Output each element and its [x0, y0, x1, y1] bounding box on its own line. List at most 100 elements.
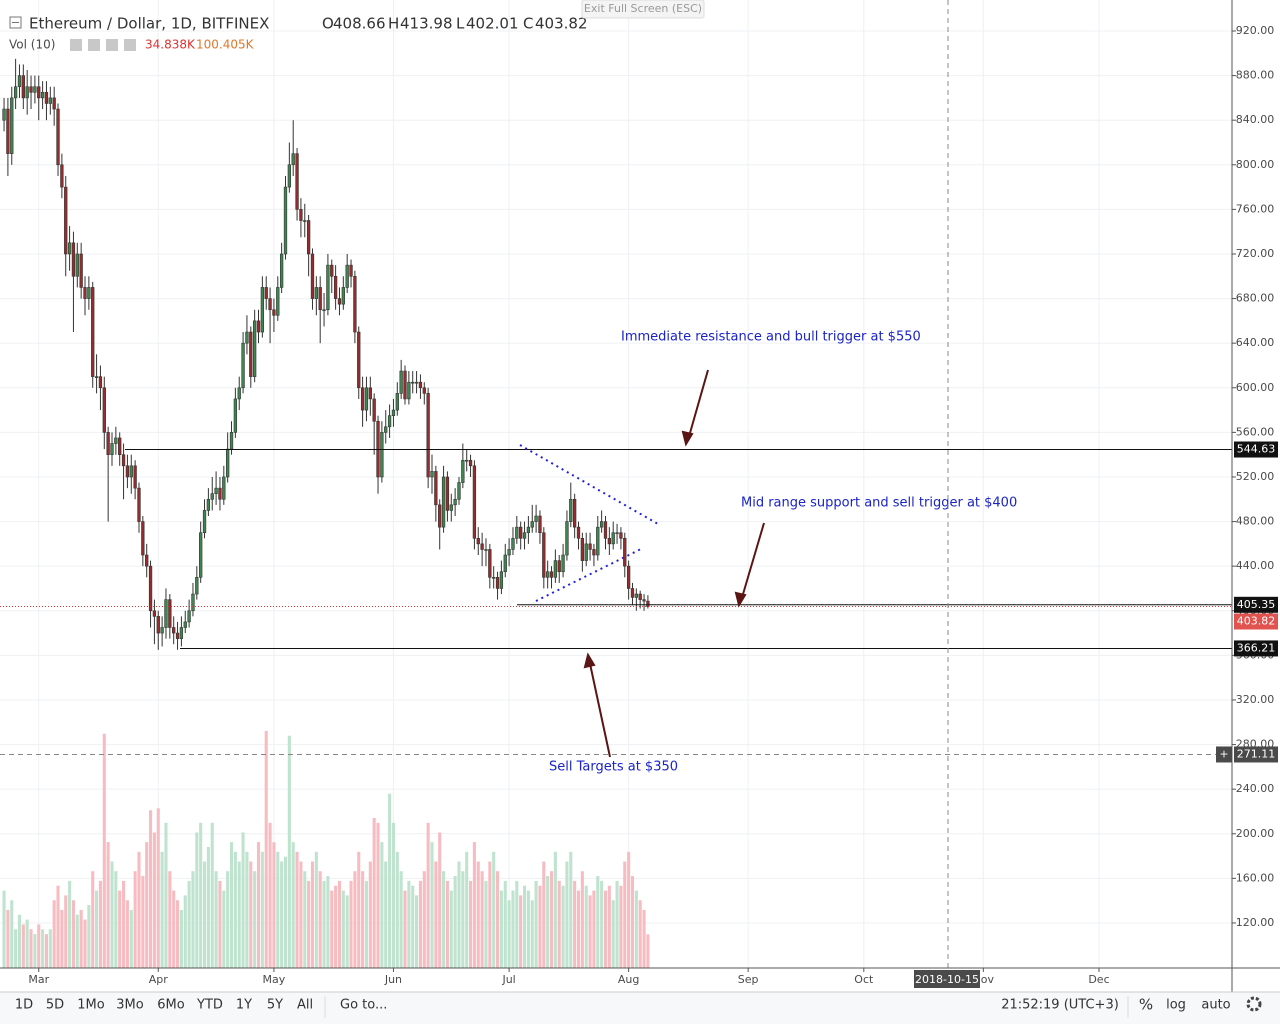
candle-body: [646, 600, 650, 607]
candle-body: [110, 443, 114, 455]
x-tick-label: Jul: [501, 973, 515, 986]
volume-bar: [264, 730, 268, 968]
indicator-icons[interactable]: [70, 39, 136, 51]
volume-bar: [646, 934, 650, 968]
volume-bar: [546, 876, 550, 968]
volume-bar: [434, 861, 438, 968]
candle-body: [326, 264, 330, 311]
icon[interactable]: [70, 39, 82, 51]
candle-body: [121, 454, 126, 467]
settings-icon[interactable]: [1246, 996, 1262, 1012]
x-tick-label: Jun: [384, 973, 402, 986]
candle-body: [476, 537, 480, 545]
candle-body: [364, 387, 369, 411]
symbol-title: Ethereum / Dollar, 1D, BITFINEX: [29, 15, 269, 33]
icon[interactable]: [88, 39, 100, 51]
ohlc-label: C: [523, 15, 533, 33]
volume-bar: [584, 885, 588, 968]
candle-body: [283, 186, 288, 255]
range-button[interactable]: 1Y: [236, 998, 252, 1013]
candle-body: [588, 543, 592, 550]
range-button[interactable]: 1D: [15, 998, 33, 1013]
candle-body: [10, 97, 14, 154]
candle-body: [214, 487, 218, 495]
range-button[interactable]: All: [297, 998, 313, 1013]
volume-bar: [496, 871, 500, 968]
candle-body: [256, 320, 261, 333]
candle-body: [125, 465, 130, 478]
candle-body: [21, 75, 25, 99]
price-line-label: 544.63: [1237, 443, 1276, 456]
candle-body: [615, 532, 619, 535]
candle-body: [114, 437, 118, 444]
auto-button[interactable]: auto: [1201, 998, 1230, 1013]
candle-body: [75, 253, 79, 277]
candle-body: [607, 537, 611, 545]
volume-bar: [592, 890, 596, 968]
volume-ma-value: 100.405K: [196, 38, 255, 52]
log-button[interactable]: log: [1166, 998, 1186, 1013]
icon[interactable]: [106, 39, 118, 51]
candle-body: [522, 532, 527, 539]
volume-bar: [418, 880, 422, 968]
candle-body: [206, 498, 211, 511]
exit-fullscreen-button[interactable]: [581, 0, 705, 19]
candle-body: [264, 287, 268, 299]
candle-body: [449, 504, 453, 511]
volume-bar: [68, 880, 72, 968]
candle-body: [565, 521, 569, 556]
volume-bar: [399, 871, 403, 968]
goto-button[interactable]: Go to...: [340, 998, 387, 1013]
candle-body: [17, 75, 22, 88]
volume-bar: [627, 851, 631, 968]
y-tick-label: 600.00: [1236, 381, 1275, 394]
volume-bar: [268, 822, 272, 968]
volume-bar: [507, 900, 511, 968]
candle-body: [638, 593, 642, 600]
crosshair-date-bg: [914, 970, 980, 988]
volume-bar: [141, 876, 145, 968]
volume-bar: [534, 880, 538, 968]
candle-body: [530, 521, 534, 528]
range-button[interactable]: 3Mo: [116, 998, 143, 1013]
volume-bar: [337, 880, 342, 968]
y-tick-label: 120.00: [1236, 916, 1275, 929]
range-button[interactable]: 1Mo: [77, 998, 104, 1013]
volume-bar: [430, 842, 434, 968]
plot-layer: [0, 58, 1232, 968]
arrow: [687, 369, 709, 441]
volume-bar: [187, 880, 191, 968]
volume-bar: [168, 871, 172, 968]
icon[interactable]: [124, 39, 136, 51]
range-button[interactable]: 6Mo: [157, 998, 184, 1013]
volume-bar: [21, 924, 25, 968]
volume-bar: [341, 890, 345, 968]
candle-body: [172, 627, 176, 634]
volume-bar: [137, 851, 141, 968]
percent-button[interactable]: %: [1139, 996, 1153, 1014]
volume-bar: [91, 871, 95, 968]
price-line-label-bg: [1234, 596, 1278, 613]
range-button[interactable]: 5Y: [267, 998, 283, 1013]
candle-body: [141, 521, 145, 556]
candle-body: [526, 526, 531, 534]
candle-body: [626, 565, 631, 589]
candle-body: [333, 275, 338, 299]
candle-body: [430, 471, 434, 478]
trend-line: [519, 444, 659, 525]
annotation: Sell Targets at $350: [549, 760, 678, 775]
volume-bar: [357, 851, 361, 968]
volume-bar: [245, 851, 249, 968]
volume-bar: [488, 861, 492, 968]
ohlc-value: 408.66: [333, 15, 386, 33]
collapse-icon[interactable]: [9, 16, 22, 29]
volume-bar: [276, 851, 280, 968]
volume-bar: [426, 822, 430, 968]
range-button[interactable]: YTD: [196, 998, 223, 1013]
candle-body: [245, 331, 249, 344]
volume-bar: [565, 861, 569, 968]
candle-body: [152, 610, 157, 617]
volume-bar: [56, 885, 60, 968]
volume-bar: [619, 885, 623, 968]
range-button[interactable]: 5D: [46, 998, 64, 1013]
